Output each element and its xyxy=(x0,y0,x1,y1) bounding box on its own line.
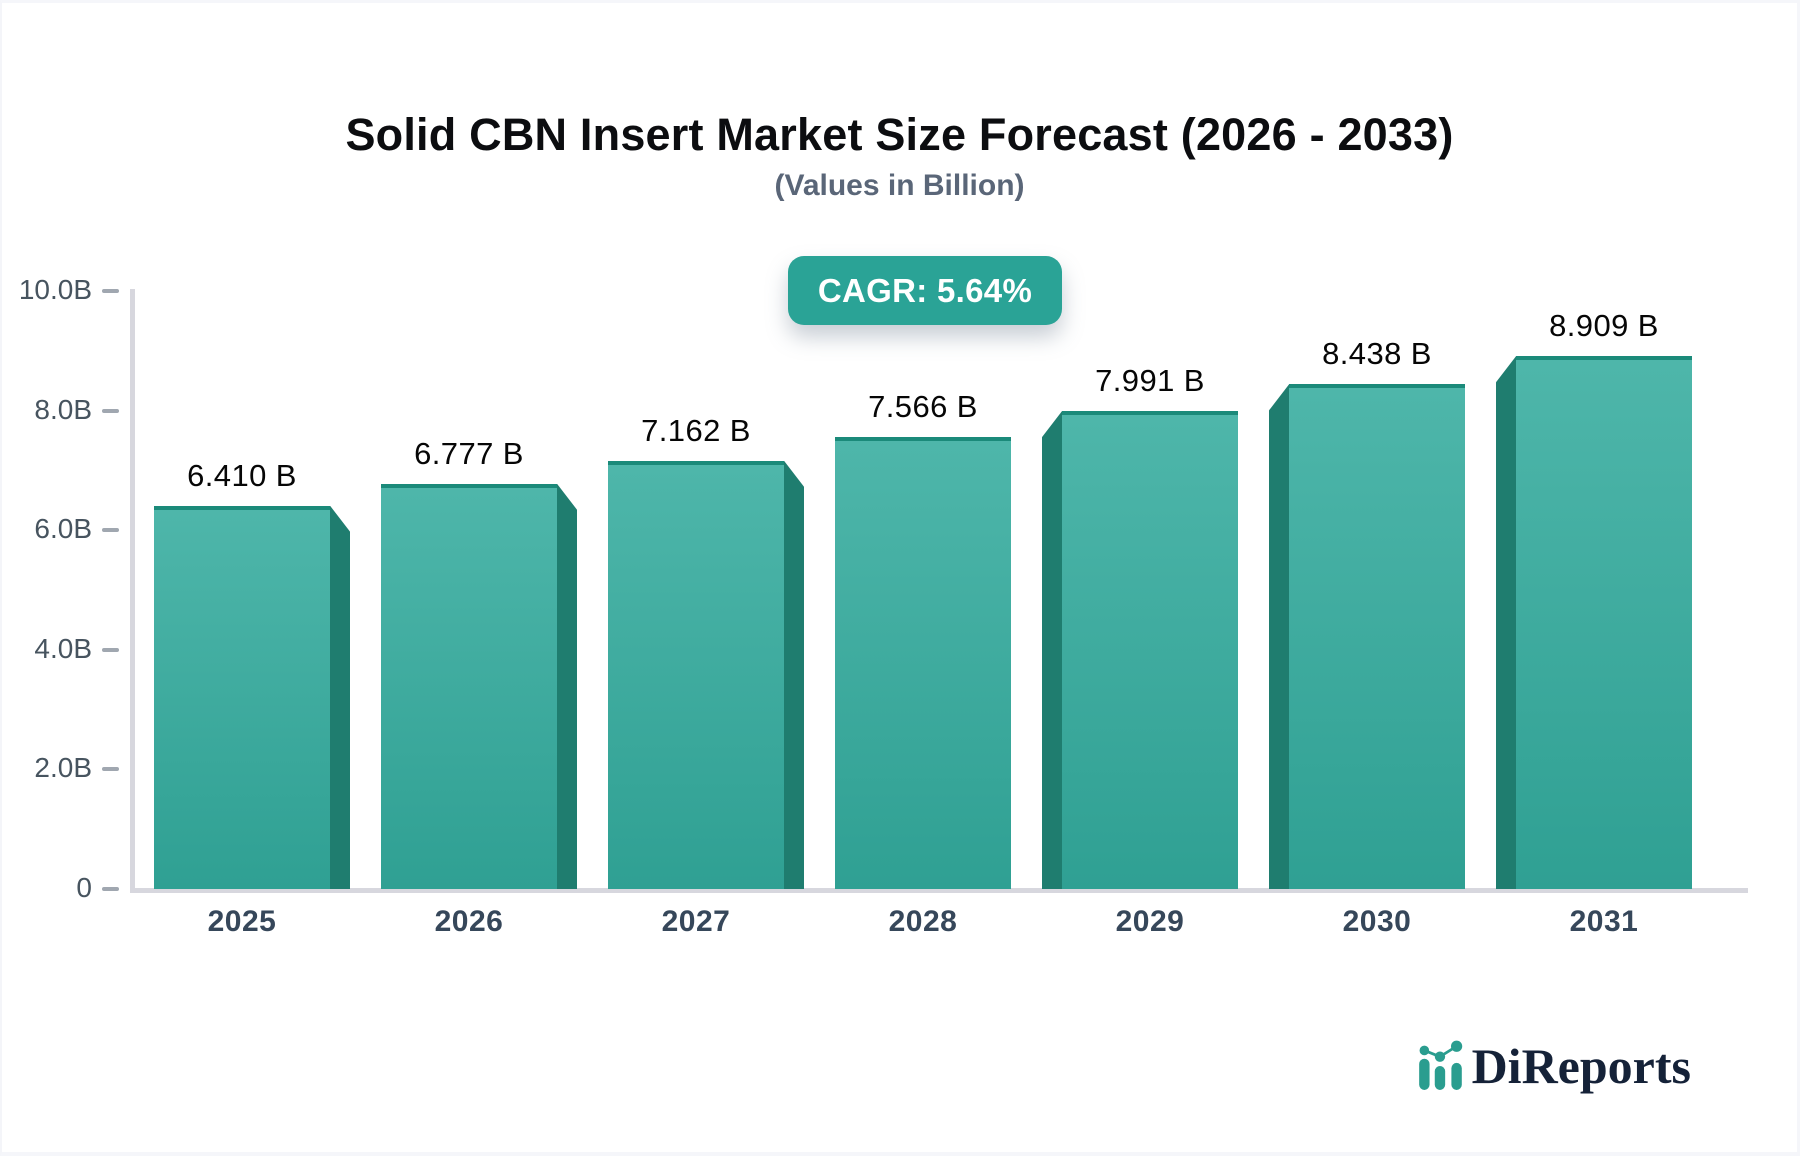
y-axis-line xyxy=(130,289,135,893)
y-tick-label: 10.0B xyxy=(18,274,92,305)
x-axis-line xyxy=(130,888,1748,893)
y-tick-mark xyxy=(102,528,119,533)
brand-logo: DiReports xyxy=(1417,1039,1691,1091)
bar-value-label: 7.162 B xyxy=(641,412,751,448)
y-tick-label: 2.0B xyxy=(34,752,92,784)
bar-value-label: 7.566 B xyxy=(868,388,978,424)
bar-value-label: 8.909 B xyxy=(1549,308,1659,344)
chart-subtitle: (Values in Billion) xyxy=(774,169,1025,202)
bar-2026 xyxy=(381,483,557,889)
cagr-badge: CAGR: 5.64% xyxy=(788,256,1062,325)
bar-value-label: 6.777 B xyxy=(414,435,524,471)
plot-area: 0 2.0B 4.0B 6.0B 8.0B 10.0B 6.410 B 2025 6.777 B… xyxy=(2,3,1797,1152)
brand-logo-text: DiReports xyxy=(1471,1038,1691,1094)
bar-2025 xyxy=(154,505,330,889)
bar-3d-side xyxy=(1269,384,1289,889)
x-tick-label: 2030 xyxy=(1342,905,1412,938)
bar-value-label: 8.438 B xyxy=(1322,336,1432,372)
y-tick-mark xyxy=(102,647,119,652)
bar-2028 xyxy=(835,436,1011,889)
bar-value-label: 7.991 B xyxy=(1095,363,1205,399)
bar-2030 xyxy=(1289,384,1465,889)
x-tick-label: 2031 xyxy=(1569,905,1639,938)
bar-2027 xyxy=(608,460,784,889)
bar-3d-side xyxy=(557,483,577,889)
y-tick-label: 6.0B xyxy=(34,513,92,545)
y-tick-mark xyxy=(102,408,119,413)
x-tick-label: 2027 xyxy=(661,905,731,938)
bar-2029 xyxy=(1062,411,1238,889)
y-tick-mark xyxy=(102,767,119,772)
chart-title: Solid CBN Insert Market Size Forecast (2… xyxy=(345,109,1454,160)
bar-3d-side xyxy=(1042,411,1062,889)
mini-bar-line-chart-icon xyxy=(1418,1040,1462,1090)
bar-2031 xyxy=(1516,356,1692,889)
x-tick-label: 2028 xyxy=(888,905,958,938)
y-tick-mark xyxy=(102,887,119,891)
bar-3d-side xyxy=(330,505,350,889)
bar-3d-side xyxy=(1496,356,1516,889)
x-tick-label: 2025 xyxy=(207,905,277,938)
y-tick-mark xyxy=(102,289,119,293)
y-tick-label: 0 xyxy=(76,872,92,903)
x-tick-label: 2026 xyxy=(434,905,504,938)
x-tick-label: 2029 xyxy=(1115,905,1185,938)
y-tick-label: 8.0B xyxy=(34,393,92,425)
bar-3d-side xyxy=(784,460,804,889)
bar-value-label: 6.410 B xyxy=(187,457,297,493)
y-tick-label: 4.0B xyxy=(34,632,92,664)
